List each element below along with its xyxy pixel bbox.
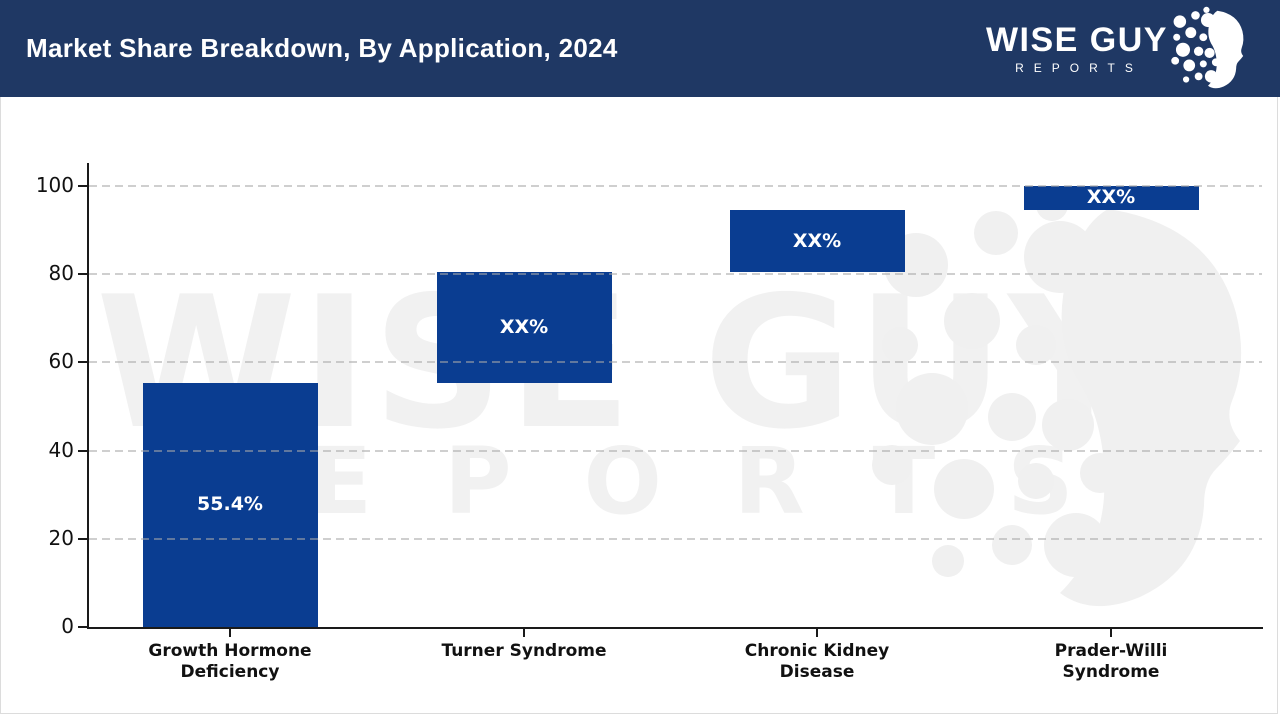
bar-segment-1: XX% (436, 272, 612, 383)
gridline-40 (89, 449, 1262, 452)
bar-segment-0: 55.4% (142, 382, 318, 627)
y-tick-label-100: 100 (35, 173, 74, 197)
logo-head-icon (1171, 6, 1244, 88)
bar-segment-3: XX% (1023, 186, 1199, 210)
bar-segment-2: XX% (729, 209, 905, 273)
y-tick-label-60: 60 (48, 349, 74, 374)
y-tick-20 (78, 537, 87, 540)
x-category-label-2: Chronic Kidney Disease (744, 641, 890, 683)
logo-wordmark: WISE GUY REPORTS (986, 23, 1168, 75)
x-category-label-0: Growth Hormone Deficiency (148, 641, 312, 683)
x-tick-1 (523, 629, 525, 637)
page-title: Market Share Breakdown, By Application, … (26, 33, 618, 63)
watermark-head-icon (872, 189, 1242, 607)
gridline-100 (89, 185, 1262, 187)
y-tick-label-20: 20 (48, 525, 74, 550)
y-tick-label-0: 0 (61, 614, 74, 638)
x-category-label-3: Prader-Willi Syndrome (1054, 641, 1168, 683)
bar-value-label: 55.4% (197, 493, 263, 516)
y-tick-80 (78, 273, 87, 276)
x-category-label-1: Turner Syndrome (441, 641, 607, 661)
y-tick-0 (78, 626, 87, 628)
bar-value-label: XX% (1086, 186, 1136, 209)
y-tick-label-80: 80 (48, 261, 74, 286)
y-tick-label-40: 40 (48, 437, 74, 462)
y-axis-line (87, 163, 89, 629)
bar-value-label: XX% (499, 316, 549, 339)
gridline-80 (89, 273, 1262, 276)
x-tick-2 (816, 629, 818, 637)
y-tick-40 (78, 449, 87, 452)
y-tick-100 (78, 185, 87, 187)
logo-wordmark-line2: REPORTS (1015, 60, 1143, 75)
y-tick-60 (78, 361, 87, 364)
x-tick-3 (1110, 629, 1112, 637)
x-axis-line (87, 627, 1263, 629)
gridline-60 (89, 361, 1262, 364)
header-bar: Market Share Breakdown, By Application, … (0, 0, 1280, 97)
x-tick-0 (229, 629, 231, 637)
gridline-20 (89, 537, 1262, 540)
bar-value-label: XX% (792, 229, 842, 252)
logo-wordmark-line1: WISE GUY (985, 20, 1168, 59)
wiseguy-logo: WISE GUY REPORTS (986, 6, 1254, 92)
